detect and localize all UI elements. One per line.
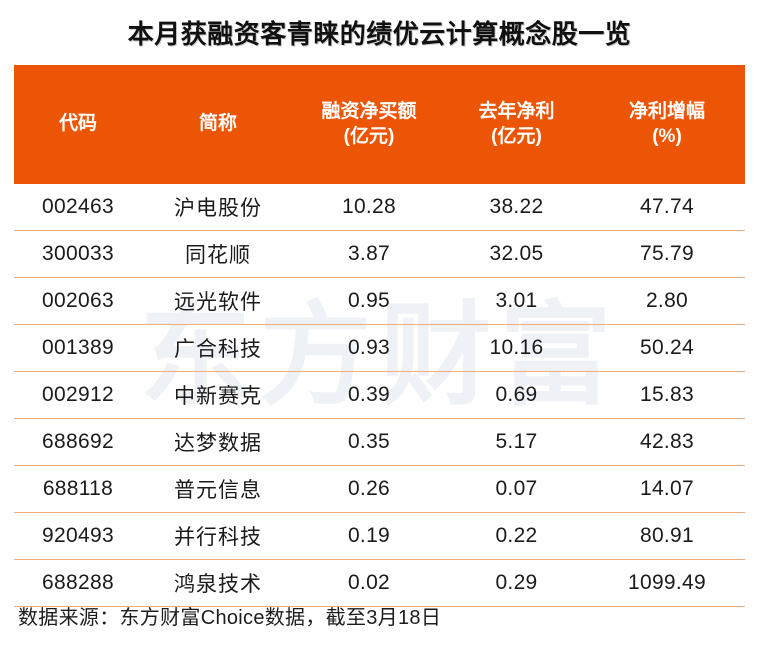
stock-table: 代码 简称 融资净买额 (亿元) 去年净利 (亿元) 净利增幅 xyxy=(14,65,745,607)
column-header-profit: 去年净利 (亿元) xyxy=(444,65,589,184)
table-body: 002463 沪电股份 10.28 38.22 47.74 300033 同花顺… xyxy=(14,184,745,607)
table-row: 688288 鸿泉技术 0.02 0.29 1099.49 xyxy=(14,559,745,607)
cell-name: 普元信息 xyxy=(142,465,294,513)
cell-growth: 14.07 xyxy=(589,465,745,513)
cell-code: 001389 xyxy=(14,324,142,372)
cell-net-buy: 0.26 xyxy=(294,465,444,513)
column-header-profit-line2: (亿元) xyxy=(491,125,542,147)
cell-profit: 0.22 xyxy=(444,512,589,560)
data-source-note: 数据来源：东方财富Choice数据，截至3月18日 xyxy=(18,607,442,629)
column-header-net-buy-line2: (亿元) xyxy=(343,125,395,147)
cell-code: 002463 xyxy=(14,184,142,231)
cell-net-buy: 10.28 xyxy=(294,184,444,231)
cell-name: 中新赛克 xyxy=(142,371,294,419)
cell-profit: 3.01 xyxy=(444,277,589,325)
column-header-name: 简称 xyxy=(142,65,294,184)
column-header-growth: 净利增幅 (%) xyxy=(589,65,745,184)
cell-name: 鸿泉技术 xyxy=(142,559,294,607)
cell-growth: 15.83 xyxy=(589,371,745,419)
cell-profit: 32.05 xyxy=(444,230,589,278)
cell-net-buy: 0.19 xyxy=(294,512,444,560)
column-header-net-buy-line1: 融资净买额 xyxy=(321,101,417,123)
table-row: 002912 中新赛克 0.39 0.69 15.83 xyxy=(14,371,745,419)
table-row: 688118 普元信息 0.26 0.07 14.07 xyxy=(14,465,745,513)
table-row: 001389 广合科技 0.93 10.16 50.24 xyxy=(14,324,745,372)
column-header-code: 代码 xyxy=(14,65,142,184)
cell-code: 002063 xyxy=(14,277,142,325)
cell-net-buy: 0.93 xyxy=(294,324,444,372)
cell-name: 达梦数据 xyxy=(142,418,294,466)
cell-name: 广合科技 xyxy=(142,324,294,372)
cell-profit: 5.17 xyxy=(444,418,589,466)
cell-code: 300033 xyxy=(14,230,142,278)
cell-net-buy: 0.39 xyxy=(294,371,444,419)
table-row: 002463 沪电股份 10.28 38.22 47.74 xyxy=(14,184,745,231)
cell-profit: 10.16 xyxy=(444,324,589,372)
cell-growth: 80.91 xyxy=(589,512,745,560)
table-header-row: 代码 简称 融资净买额 (亿元) 去年净利 (亿元) 净利增幅 xyxy=(14,65,745,184)
cell-name: 同花顺 xyxy=(142,230,294,278)
cell-net-buy: 3.87 xyxy=(294,230,444,278)
cell-profit: 38.22 xyxy=(444,184,589,231)
cell-growth: 47.74 xyxy=(589,184,745,231)
cell-name: 沪电股份 xyxy=(142,184,294,231)
cell-code: 688692 xyxy=(14,418,142,466)
cell-profit: 0.69 xyxy=(444,371,589,419)
cell-code: 920493 xyxy=(14,512,142,560)
cell-net-buy: 0.95 xyxy=(294,277,444,325)
column-header-growth-line2: (%) xyxy=(652,125,682,147)
column-header-growth-line1: 净利增幅 xyxy=(628,101,705,123)
column-header-net-buy: 融资净买额 (亿元) xyxy=(294,65,444,184)
cell-code: 688118 xyxy=(14,465,142,513)
cell-name: 远光软件 xyxy=(142,277,294,325)
table-row: 920493 并行科技 0.19 0.22 80.91 xyxy=(14,512,745,560)
stock-table-container: 代码 简称 融资净买额 (亿元) 去年净利 (亿元) 净利增幅 xyxy=(14,65,745,607)
table-row: 300033 同花顺 3.87 32.05 75.79 xyxy=(14,230,745,278)
column-header-name-line1: 简称 xyxy=(198,113,237,135)
cell-code: 002912 xyxy=(14,371,142,419)
column-header-code-line1: 代码 xyxy=(58,113,97,135)
cell-net-buy: 0.02 xyxy=(294,559,444,607)
table-row: 688692 达梦数据 0.35 5.17 42.83 xyxy=(14,418,745,466)
column-header-profit-line1: 去年净利 xyxy=(478,101,555,123)
cell-growth: 75.79 xyxy=(589,230,745,278)
cell-profit: 0.07 xyxy=(444,465,589,513)
cell-profit: 0.29 xyxy=(444,559,589,607)
page-title: 本月获融资客青睐的绩优云计算概念股一览 xyxy=(127,19,632,49)
cell-net-buy: 0.35 xyxy=(294,418,444,466)
cell-growth: 42.83 xyxy=(589,418,745,466)
cell-code: 688288 xyxy=(14,559,142,607)
cell-name: 并行科技 xyxy=(142,512,294,560)
table-header: 代码 简称 融资净买额 (亿元) 去年净利 (亿元) 净利增幅 xyxy=(14,65,745,184)
cell-growth: 1099.49 xyxy=(589,559,745,607)
table-row: 002063 远光软件 0.95 3.01 2.80 xyxy=(14,277,745,325)
cell-growth: 2.80 xyxy=(589,277,745,325)
cell-growth: 50.24 xyxy=(589,324,745,372)
